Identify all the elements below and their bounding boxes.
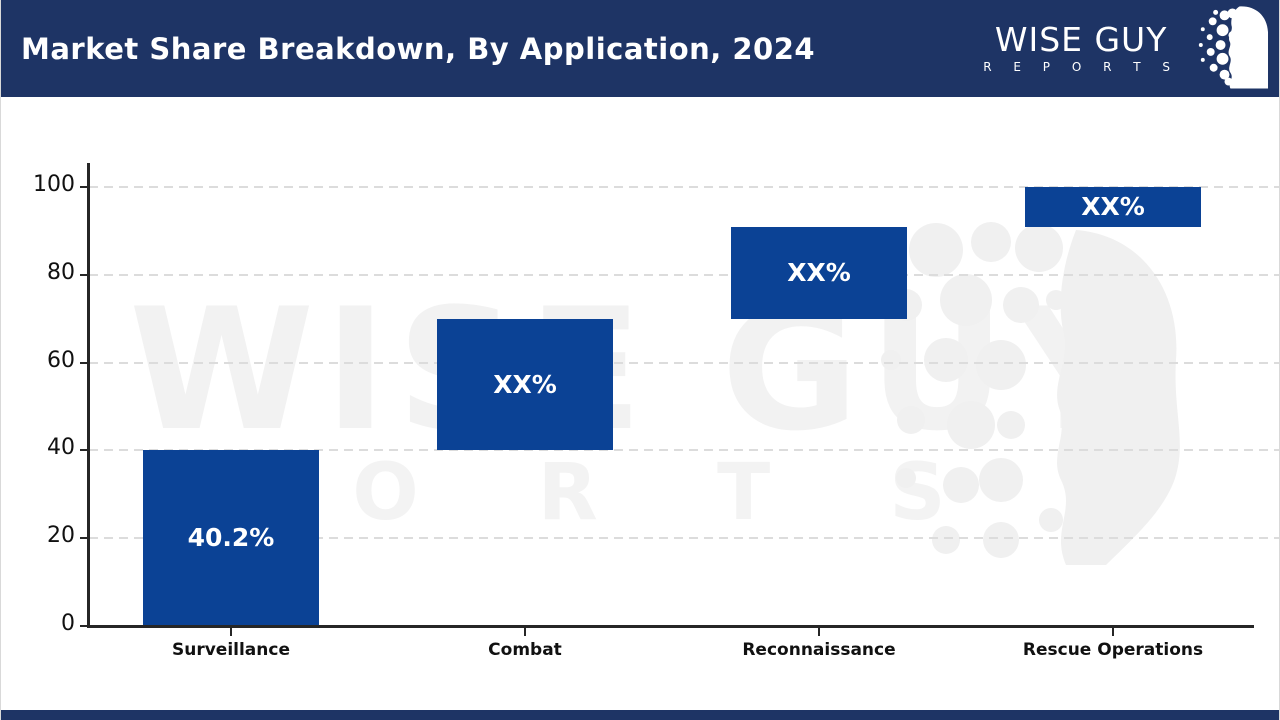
brand-logo-text: WISE GUY R E P O R T S [983, 23, 1179, 74]
bar-combat: XX% [437, 318, 613, 450]
y-tick-label: 0 [61, 611, 75, 636]
y-axis-tick [80, 273, 89, 276]
bar-value-label: XX% [1081, 192, 1145, 222]
brand-head-icon [1185, 4, 1269, 93]
x-axis-line [87, 625, 1254, 628]
x-axis-tick [524, 628, 526, 636]
bar-reconnaissance: XX% [731, 226, 907, 319]
x-axis-tick [230, 628, 232, 636]
gridline [89, 273, 1279, 276]
x-tick-label: Rescue Operations [1022, 640, 1204, 660]
y-tick-label: 100 [33, 172, 75, 197]
y-tick-label: 80 [47, 259, 75, 285]
header-bar: Market Share Breakdown, By Application, … [1, 0, 1279, 97]
bar-value-label: 40.2% [187, 523, 275, 553]
gridline [89, 186, 1279, 188]
y-axis-tick [80, 449, 89, 452]
brand-subname: R E P O R T S [983, 59, 1179, 74]
x-tick-label: Reconnaissance [742, 640, 896, 660]
page-title: Market Share Breakdown, By Application, … [21, 31, 816, 66]
y-axis-tick [80, 537, 89, 540]
y-axis-line [87, 163, 90, 628]
brand-name: WISE GUY [994, 20, 1168, 60]
x-axis-tick [1112, 628, 1114, 636]
y-axis-tick [80, 186, 89, 188]
y-tick-label: 20 [47, 523, 75, 549]
x-tick-label: Surveillance [171, 640, 290, 660]
bar-value-label: XX% [787, 258, 851, 288]
gridline [89, 537, 1279, 540]
y-axis-tick [80, 625, 89, 627]
bar-rescue-operations: XX% [1025, 187, 1201, 227]
gridline [89, 449, 1279, 452]
watermark-head-icon [851, 210, 1191, 594]
brand-logo: WISE GUY R E P O R T S [983, 6, 1269, 91]
gridline [89, 361, 1279, 364]
y-axis-tick [80, 361, 89, 364]
y-tick-label: 40 [47, 435, 75, 461]
y-tick-label: 60 [47, 347, 75, 373]
x-axis-tick [818, 628, 820, 636]
x-tick-label: Combat [488, 640, 562, 660]
footer-bar [1, 710, 1279, 720]
bar-value-label: XX% [493, 369, 557, 399]
bar-surveillance: 40.2% [143, 449, 319, 626]
